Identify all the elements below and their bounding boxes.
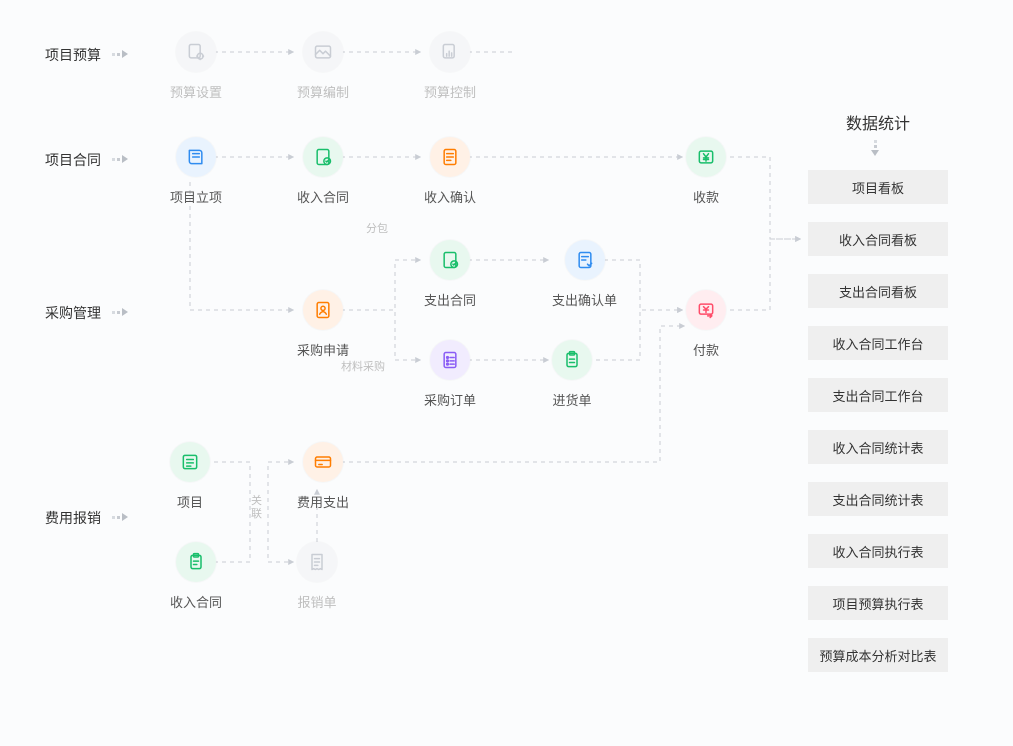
yen-out-icon xyxy=(686,290,726,330)
edge-e13 xyxy=(596,310,682,360)
node-income-confirm[interactable]: 收入确认 xyxy=(424,137,476,206)
node-label-payment: 付款 xyxy=(693,340,719,359)
node-label-expense-contract: 支出合同 xyxy=(424,290,476,309)
node-proj-init[interactable]: 项目立项 xyxy=(170,137,222,206)
clipboard2-icon xyxy=(176,542,216,582)
node-label-receipt: 收款 xyxy=(693,187,719,206)
node-purchase-order[interactable]: 采购订单 xyxy=(424,340,476,409)
arr-budget xyxy=(112,50,128,58)
node-label-budget-setup: 预算设置 xyxy=(170,82,222,101)
stats-expense-stat[interactable]: 支出合同统计表 xyxy=(808,482,948,516)
node-label-budget-control: 预算控制 xyxy=(424,82,476,101)
doc-check-icon xyxy=(303,137,343,177)
stats-income-stat[interactable]: 收入合同统计表 xyxy=(808,430,948,464)
stats-income-board[interactable]: 收入合同看板 xyxy=(808,222,948,256)
stats-budget-cost[interactable]: 预算成本分析对比表 xyxy=(808,638,948,672)
edge-e21 xyxy=(341,326,684,462)
node-payment[interactable]: 付款 xyxy=(686,290,726,359)
edge-e10 xyxy=(341,260,420,310)
stats-budget-exec[interactable]: 项目预算执行表 xyxy=(808,586,948,620)
card-icon xyxy=(303,442,343,482)
doc-gear-icon xyxy=(176,32,216,72)
yen-icon xyxy=(686,137,726,177)
edge-e15 xyxy=(730,239,800,310)
sec-procure: 采购管理 xyxy=(45,303,101,323)
arr-stats xyxy=(871,140,879,156)
node-expense-confirm[interactable]: 支出确认单 xyxy=(552,240,617,309)
node-label-project: 项目 xyxy=(177,492,203,511)
arr-expense xyxy=(112,513,128,521)
doc-lines-icon xyxy=(430,137,470,177)
node-label-expense-out: 费用支出 xyxy=(297,492,349,511)
sec-contract: 项目合同 xyxy=(45,150,101,170)
sec-expense: 费用报销 xyxy=(45,508,101,528)
tl-fenbao: 分包 xyxy=(366,220,388,236)
edge-e11 xyxy=(341,310,420,360)
doc-bullet-icon xyxy=(430,340,470,380)
stats-income-exec[interactable]: 收入合同执行表 xyxy=(808,534,948,568)
node-budget-setup[interactable]: 预算设置 xyxy=(170,32,222,101)
stats-expense-board[interactable]: 支出合同看板 xyxy=(808,274,948,308)
receipt-icon xyxy=(297,542,337,582)
doc-check2-icon xyxy=(565,240,605,280)
node-budget-make[interactable]: 预算编制 xyxy=(297,32,349,101)
node-reimburse[interactable]: 报销单 xyxy=(297,542,337,611)
badge-icon xyxy=(303,290,343,330)
node-label-purchase-req: 采购申请 xyxy=(297,340,349,359)
node-label-expense-confirm: 支出确认单 xyxy=(552,290,617,309)
clipboard-icon xyxy=(552,340,592,380)
node-label-budget-make: 预算编制 xyxy=(297,82,349,101)
stats-proj-board[interactable]: 项目看板 xyxy=(808,170,948,204)
tl-guanlian: 关联 xyxy=(251,495,263,521)
edge-e14 xyxy=(730,157,800,239)
arr-procure xyxy=(112,308,128,316)
tl-cailiao: 材料采购 xyxy=(341,358,385,374)
stats-income-wb[interactable]: 收入合同工作台 xyxy=(808,326,948,360)
arr-contract xyxy=(112,155,128,163)
node-goods-in[interactable]: 进货单 xyxy=(552,340,592,409)
node-label-reimburse: 报销单 xyxy=(297,592,336,611)
sec-budget: 项目预算 xyxy=(45,45,101,65)
node-label-income-contract2: 收入合同 xyxy=(170,592,222,611)
node-label-proj-init: 项目立项 xyxy=(170,187,222,206)
node-label-purchase-order: 采购订单 xyxy=(424,390,476,409)
node-income-contract[interactable]: 收入合同 xyxy=(297,137,349,206)
node-label-income-contract: 收入合同 xyxy=(297,187,349,206)
doc-check-icon xyxy=(430,240,470,280)
book-icon xyxy=(176,137,216,177)
stats-title: 数据统计 xyxy=(846,110,910,134)
node-receipt[interactable]: 收款 xyxy=(686,137,726,206)
node-purchase-req[interactable]: 采购申请 xyxy=(297,290,349,359)
node-income-contract2[interactable]: 收入合同 xyxy=(170,542,222,611)
node-project[interactable]: 项目 xyxy=(170,442,210,511)
node-label-income-confirm: 收入确认 xyxy=(424,187,476,206)
edge-e16 xyxy=(214,462,250,466)
node-expense-out[interactable]: 费用支出 xyxy=(297,442,349,511)
node-label-goods-in: 进货单 xyxy=(552,390,591,409)
stats-expense-wb[interactable]: 支出合同工作台 xyxy=(808,378,948,412)
image-icon xyxy=(303,32,343,72)
doc-bars-icon xyxy=(430,32,470,72)
list-icon xyxy=(170,442,210,482)
node-expense-contract[interactable]: 支出合同 xyxy=(424,240,476,309)
node-budget-control[interactable]: 预算控制 xyxy=(424,32,476,101)
